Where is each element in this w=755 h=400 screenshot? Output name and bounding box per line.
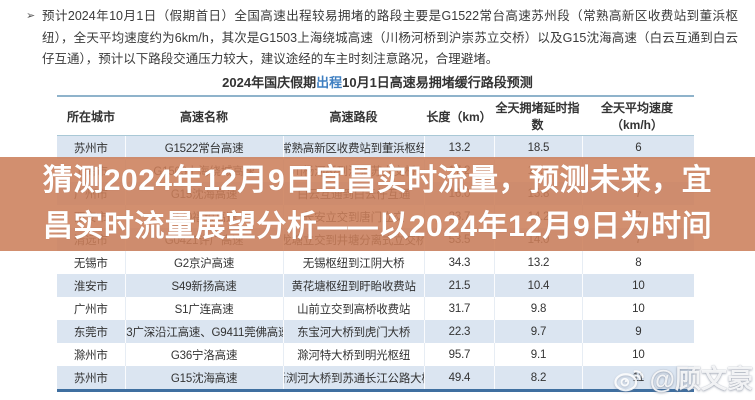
column-header-delay-index: 全天拥堵延时指数 <box>495 101 580 132</box>
cell-delay-index: 9.7 <box>495 320 583 343</box>
table-row: 广州市 S1广连高速 山前立交到高桥收费站 31.7 9.8 10 <box>57 297 694 320</box>
cell-avg-speed: 10 <box>632 348 645 361</box>
cell-city: 苏州市 <box>57 366 126 389</box>
cell-city: 苏州市 <box>57 136 126 159</box>
cell-delay-index: 13.2 <box>495 251 583 274</box>
table-row: 苏州市 G15沈海高速 新浏河大桥到苏通长江公路大桥 49.4 8.2 11 <box>57 366 694 389</box>
cell-road: S3广深沿江高速、G9411莞佛高速 <box>126 320 284 343</box>
cell-length: 34.3 <box>425 251 496 274</box>
cell-length: 21.5 <box>425 274 496 297</box>
cell-city: 淮安市 <box>57 274 126 297</box>
cell-section: 东宝河大桥到虎门大桥 <box>284 320 425 343</box>
column-header-city: 所在城市 <box>66 109 115 124</box>
cell-road: G36宁洛高速 <box>126 343 284 366</box>
table-bottom-rule <box>57 389 694 392</box>
cell-avg-speed: 9 <box>635 325 642 338</box>
table-header-rule <box>57 135 694 136</box>
cell-road: G2京沪高速 <box>126 251 284 274</box>
headline-line-2: 昌实时流量展望分析——以2024年12月9日为时间 <box>42 210 713 243</box>
cell-delay-index: 10.4 <box>495 274 583 297</box>
cell-avg-speed: 10 <box>632 302 645 315</box>
cell-length: 95.7 <box>425 343 496 366</box>
cell-road: S1广连高速 <box>126 297 284 320</box>
cell-delay-index: 8.2 <box>495 366 583 389</box>
cell-section: 黄花塘枢纽到盱眙收费站 <box>284 274 425 297</box>
intro-paragraph: ➢ 预计2024年10月1日（假期首日）全国高速出程较易拥堵的路段主要是G152… <box>26 6 738 71</box>
watermark: @顾文豪 <box>613 359 753 396</box>
intro-text: 预计2024年10月1日（假期首日）全国高速出程较易拥堵的路段主要是G1522常… <box>42 9 738 66</box>
cell-city: 广州市 <box>57 297 126 320</box>
table-title: 2024年国庆假期出程10月1日高速易拥堵缓行路段预测 <box>0 72 755 91</box>
table-top-rule <box>57 95 694 97</box>
cell-length: 31.7 <box>425 297 496 320</box>
cell-section: 山前立交到高桥收费站 <box>284 297 425 320</box>
cell-city: 滁州市 <box>57 343 126 366</box>
table-header-row: 所在城市 高速名称 高速路段 长度（km） 全天拥堵延时指数 全天平均速度（km… <box>57 97 694 135</box>
table-title-suffix: 10月1日高速易拥堵缓行路段预测 <box>342 75 533 90</box>
cell-city: 东莞市 <box>57 320 126 343</box>
table-row: 无锡市 G2京沪高速 无锡枢纽到江阴大桥 34.3 13.2 8 <box>57 251 694 274</box>
cell-delay-index: 9.8 <box>495 297 583 320</box>
column-header-road: 高速名称 <box>179 109 228 124</box>
cell-section: 常熟高新区收费站到董浜枢纽 <box>284 136 425 159</box>
table-row: 东莞市 S3广深沿江高速、G9411莞佛高速 东宝河大桥到虎门大桥 22.3 9… <box>57 320 694 343</box>
cell-length: 13.2 <box>425 136 496 159</box>
column-header-length: 长度（km） <box>426 109 492 124</box>
cell-section: 无锡枢纽到江阴大桥 <box>284 251 425 274</box>
table-title-prefix: 2024年国庆假期 <box>222 75 317 90</box>
column-header-avg-speed: 全天平均速度（km/h） <box>600 101 673 132</box>
headline-line-1: 猜测2024年12月9日宜昌实时流量，预测未来，宜 <box>42 164 713 197</box>
cell-delay-index: 18.5 <box>495 136 583 159</box>
cell-section: 新浏河大桥到苏通长江公路大桥 <box>284 366 425 389</box>
cell-road: G1522常台高速 <box>126 136 284 159</box>
cell-road: S49新扬高速 <box>126 274 284 297</box>
weibo-icon <box>613 369 644 391</box>
cell-avg-speed: 10 <box>632 279 645 292</box>
table-title-highlight[interactable]: 出程 <box>316 75 343 90</box>
cell-section: 滁河特大桥到明光枢纽 <box>284 343 425 366</box>
cell-avg-speed: 8 <box>635 256 642 269</box>
cell-road: G15沈海高速 <box>126 366 284 389</box>
cell-avg-speed: 6 <box>635 141 642 154</box>
arrow-bullet-icon: ➢ <box>26 10 36 22</box>
table-row: 滁州市 G36宁洛高速 滁河特大桥到明光枢纽 95.7 9.1 10 <box>57 343 694 366</box>
table-row: 苏州市 G1522常台高速 常熟高新区收费站到董浜枢纽 13.2 18.5 6 <box>57 136 694 159</box>
cell-delay-index: 9.1 <box>495 343 583 366</box>
cell-city: 无锡市 <box>57 251 126 274</box>
cell-length: 49.4 <box>425 366 496 389</box>
cell-length: 22.3 <box>425 320 496 343</box>
headline-overlay-banner: 猜测2024年12月9日宜昌实时流量，预测未来，宜 昌实时流量展望分析——以20… <box>0 157 755 251</box>
table-row: 淮安市 S49新扬高速 黄花塘枢纽到盱眙收费站 21.5 10.4 10 <box>57 274 694 297</box>
column-header-section: 高速路段 <box>329 109 378 124</box>
watermark-handle[interactable]: @顾文豪 <box>649 364 753 394</box>
